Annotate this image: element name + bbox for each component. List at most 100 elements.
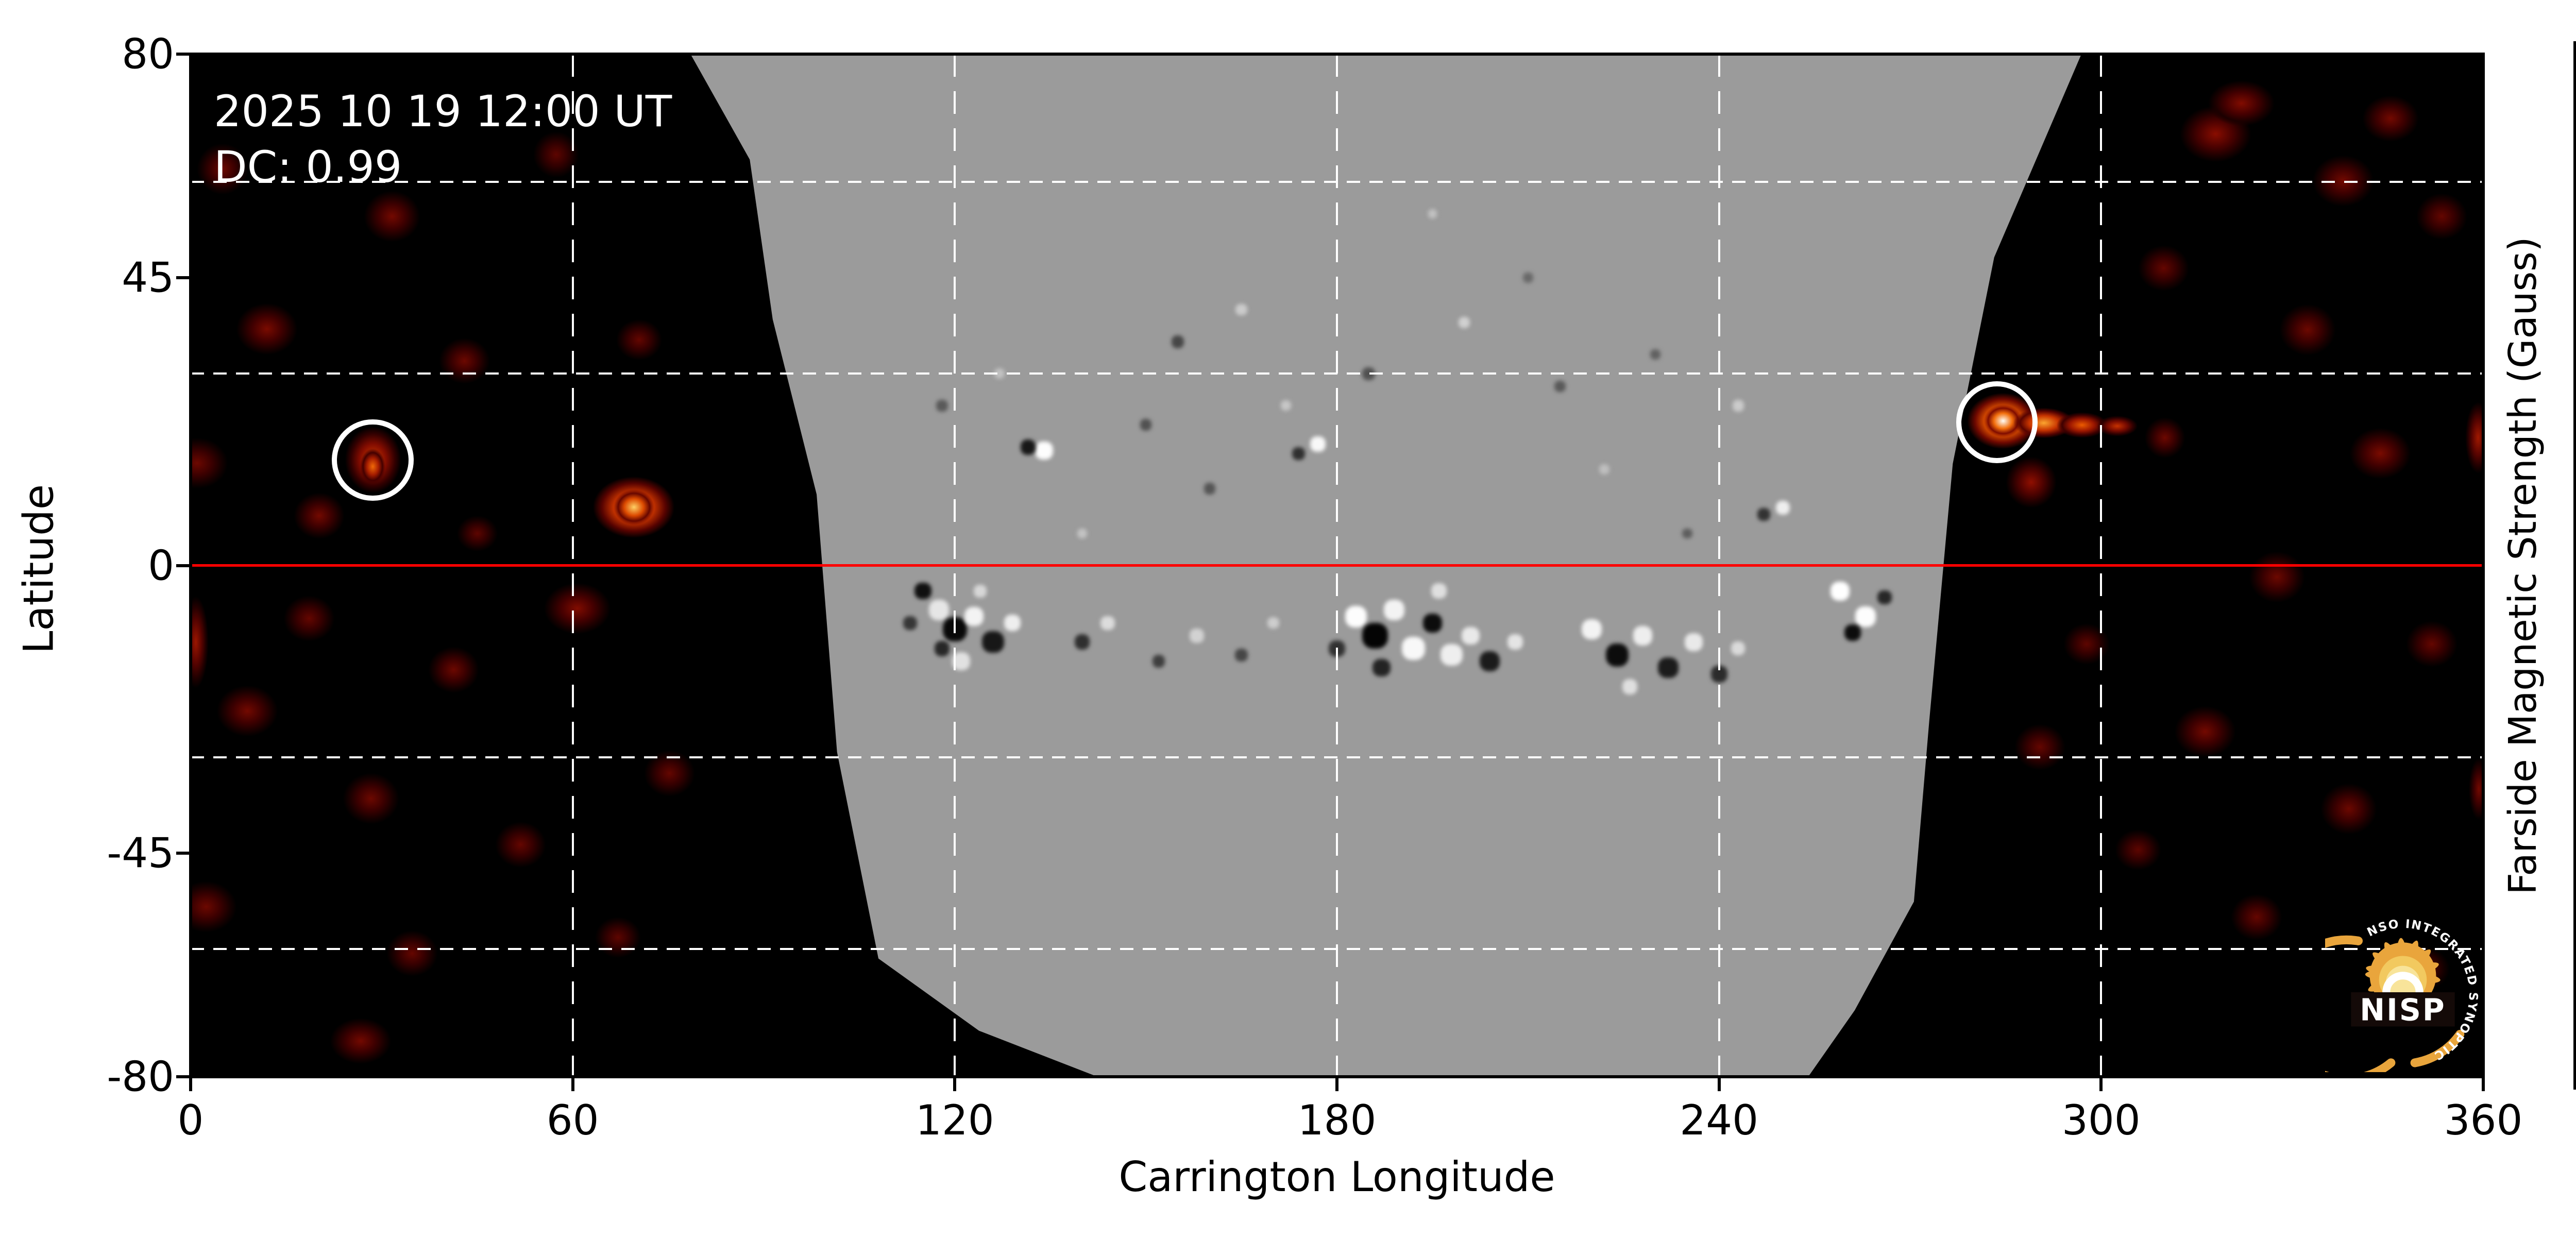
magnetogram-speckle bbox=[1428, 209, 1437, 218]
farside-source-blob bbox=[335, 767, 406, 831]
magnetogram-speckle bbox=[1650, 349, 1660, 360]
highlight-circle bbox=[1956, 381, 2038, 463]
magnetogram-speckle bbox=[1204, 483, 1215, 494]
gridline-horizontal bbox=[191, 947, 2483, 950]
farside-source-blob bbox=[637, 744, 702, 802]
farside-source-blob bbox=[2225, 888, 2289, 946]
x-tick-label: 240 bbox=[1680, 1096, 1759, 1144]
farside-source-blob bbox=[2410, 188, 2474, 245]
magnetogram-speckle bbox=[1235, 649, 1248, 662]
farside-source-blob bbox=[535, 576, 619, 640]
x-tick-label: 0 bbox=[177, 1096, 204, 1144]
y-tick-label: 0 bbox=[148, 541, 174, 589]
x-tick-label: 300 bbox=[2061, 1096, 2141, 1144]
x-tick bbox=[1717, 1077, 1721, 1091]
logo-ring-arc-bottom bbox=[2410, 1029, 2465, 1067]
farside-source-blob bbox=[2058, 618, 2115, 670]
farside-source-blob bbox=[2139, 412, 2191, 463]
magnetogram-speckle bbox=[1281, 400, 1291, 411]
x-tick bbox=[2482, 1077, 2485, 1091]
gridline-horizontal bbox=[191, 181, 2483, 183]
y-tick bbox=[176, 276, 191, 280]
farside-source-blob bbox=[2272, 297, 2343, 362]
farside-source-blob bbox=[277, 589, 341, 648]
magnetogram-speckle bbox=[1776, 501, 1790, 515]
farside-source-blob bbox=[2166, 700, 2243, 764]
magnetogram-speckle bbox=[1075, 634, 1090, 650]
farside-source-blob bbox=[2462, 393, 2483, 483]
farside-source-blob bbox=[421, 640, 486, 699]
farside-source-blob bbox=[2400, 615, 2464, 673]
logo-name-text: NISP bbox=[2360, 992, 2446, 1027]
magnetogram-speckle bbox=[1035, 442, 1053, 460]
magnetogram-speckle bbox=[1440, 644, 1462, 666]
farside-source-blob bbox=[2008, 718, 2072, 776]
magnetogram-speckle bbox=[1384, 600, 1404, 620]
farside-source-blob bbox=[2131, 239, 2196, 297]
annotation-layer bbox=[191, 54, 2483, 1077]
y-tick bbox=[176, 53, 191, 56]
magnetogram-speckle bbox=[1310, 436, 1326, 452]
farside-source-blob bbox=[191, 137, 255, 201]
magnetogram-speckle bbox=[1459, 317, 1470, 328]
magnetogram-speckle bbox=[974, 585, 987, 598]
farside-source-blob bbox=[610, 314, 668, 366]
logo-arch-icon bbox=[2382, 972, 2424, 993]
magnetogram-speckle bbox=[1100, 616, 1114, 630]
x-tick-label: 360 bbox=[2444, 1096, 2523, 1144]
y-tick-label: 80 bbox=[122, 30, 174, 78]
magnetogram-speckle bbox=[1599, 464, 1609, 474]
magnetogram-speckle bbox=[1362, 623, 1387, 649]
farside-source-blob bbox=[589, 911, 647, 963]
magnetogram-speckle bbox=[1733, 400, 1744, 411]
y-tick bbox=[176, 564, 191, 567]
gridline-horizontal bbox=[191, 756, 2483, 758]
magnetogram-speckle bbox=[1372, 659, 1391, 677]
magnetogram-speckle bbox=[1235, 304, 1247, 315]
magnetogram-speckle bbox=[1021, 439, 1036, 455]
magnetogram-speckle bbox=[1172, 335, 1184, 348]
farside-source-blob bbox=[2109, 824, 2167, 876]
magnetogram-speckle bbox=[1523, 273, 1533, 283]
farside-source-blob bbox=[2304, 148, 2382, 213]
y-tick-label: -80 bbox=[107, 1053, 174, 1101]
magnetogram-speckle bbox=[1292, 447, 1305, 460]
magnetogram-speckle bbox=[1190, 629, 1204, 642]
farside-source-blob bbox=[209, 679, 286, 743]
farside-source-blob bbox=[2199, 74, 2283, 132]
farside-source-blob bbox=[488, 816, 553, 874]
farside-source-blob bbox=[2314, 777, 2384, 841]
y-tick-label: 45 bbox=[122, 253, 174, 302]
magnetogram-speckle bbox=[1140, 419, 1151, 430]
logo-text-band bbox=[2351, 992, 2455, 1027]
magnetogram-speckle bbox=[1431, 583, 1447, 599]
farside-source-blob bbox=[380, 924, 444, 982]
y-axis-label: Latitude bbox=[14, 484, 63, 654]
magnetogram-speckle bbox=[1877, 590, 1891, 604]
x-tick-label: 180 bbox=[1297, 1096, 1377, 1144]
magnetogram-speckle bbox=[964, 607, 984, 626]
x-tick bbox=[2099, 1077, 2103, 1091]
magnetogram-speckle bbox=[1831, 582, 1850, 601]
magnetogram-speckle bbox=[914, 583, 931, 599]
magnetogram-speckle bbox=[1731, 641, 1745, 655]
gridline-horizontal bbox=[191, 372, 2483, 375]
plot-area: 2025 10 19 12:00 UT DC: 0.99 NSO INTEGRAT… bbox=[191, 54, 2483, 1077]
x-tick bbox=[953, 1077, 957, 1091]
x-tick bbox=[571, 1077, 574, 1091]
y-tick-label: -45 bbox=[107, 829, 174, 877]
x-tick-label: 60 bbox=[546, 1096, 599, 1144]
y-tick bbox=[176, 851, 191, 855]
x-tick-label: 120 bbox=[915, 1096, 994, 1144]
magnetogram-speckle bbox=[936, 400, 947, 411]
colorbar-axis-label: Farside Magnetic Strength (Gauss) bbox=[2501, 236, 2545, 895]
magnetogram-speckle bbox=[1658, 657, 1679, 678]
dc-value-text: DC: 0.99 bbox=[214, 141, 402, 192]
magnetogram-speckle bbox=[1004, 615, 1021, 631]
farside-source-blob bbox=[2355, 90, 2426, 148]
magnetogram-speckle bbox=[1855, 606, 1876, 627]
magnetogram-speckle bbox=[1345, 606, 1367, 628]
farside-source-blob bbox=[432, 332, 497, 390]
x-tick bbox=[189, 1077, 192, 1091]
magnetogram-speckle bbox=[1423, 614, 1442, 633]
